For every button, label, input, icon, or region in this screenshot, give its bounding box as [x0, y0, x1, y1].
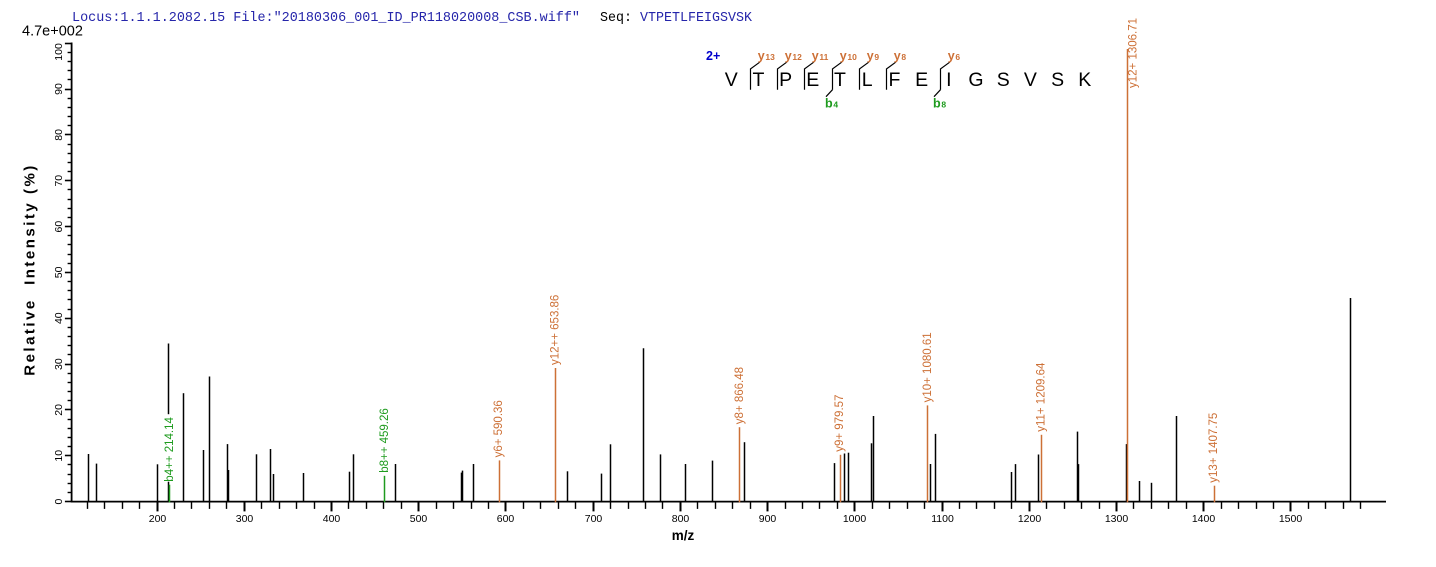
- svg-text:T: T: [834, 69, 846, 91]
- svg-text:y9: y9: [867, 49, 880, 63]
- svg-text:y13+ 1407.75: y13+ 1407.75: [1208, 413, 1220, 483]
- svg-text:0: 0: [53, 499, 65, 505]
- svg-text:y13: y13: [758, 49, 775, 63]
- svg-text:y6: y6: [948, 49, 961, 63]
- svg-text:Relative Intensity (%): Relative Intensity (%): [22, 163, 39, 376]
- svg-text:1500: 1500: [1279, 513, 1303, 525]
- svg-text:S: S: [1051, 69, 1064, 91]
- svg-text:E: E: [915, 69, 928, 91]
- svg-text:500: 500: [410, 513, 428, 525]
- svg-text:y6+ 590.36: y6+ 590.36: [493, 400, 505, 457]
- svg-text:y12: y12: [785, 49, 802, 63]
- svg-text:y10+ 1080.61: y10+ 1080.61: [922, 332, 934, 402]
- svg-text:4.7e+002: 4.7e+002: [22, 24, 83, 40]
- svg-text:Locus:1.1.1.2082.15 File:"2018: Locus:1.1.1.2082.15 File:"20180306_001_I…: [72, 11, 580, 26]
- svg-text:V: V: [1024, 69, 1037, 91]
- svg-text:1100: 1100: [931, 513, 954, 525]
- svg-text:G: G: [968, 69, 983, 91]
- svg-text:1400: 1400: [1192, 513, 1216, 525]
- svg-text:20: 20: [53, 404, 65, 416]
- svg-text:I: I: [946, 69, 951, 91]
- svg-text:L: L: [862, 69, 873, 91]
- svg-text:y8+ 866.48: y8+ 866.48: [734, 367, 746, 424]
- svg-text:b8++ 459.26: b8++ 459.26: [379, 408, 391, 473]
- svg-text:K: K: [1078, 69, 1091, 91]
- svg-text:y8: y8: [894, 49, 907, 63]
- svg-text:V: V: [725, 69, 738, 91]
- svg-text:50: 50: [53, 266, 65, 278]
- svg-text:600: 600: [497, 513, 515, 525]
- svg-text:80: 80: [53, 129, 65, 141]
- svg-text:70: 70: [53, 175, 65, 187]
- svg-text:F: F: [888, 69, 900, 91]
- svg-text:y9+ 979.57: y9+ 979.57: [834, 395, 846, 452]
- svg-text:y12++ 653.86: y12++ 653.86: [549, 295, 561, 365]
- svg-text:90: 90: [53, 83, 65, 95]
- svg-text:y12+ 1306.71: y12+ 1306.71: [1128, 18, 1140, 88]
- svg-text:b4: b4: [825, 96, 838, 110]
- svg-text:y10: y10: [840, 49, 857, 63]
- svg-text:10: 10: [53, 450, 65, 462]
- svg-text:2+: 2+: [706, 49, 720, 63]
- svg-text:40: 40: [53, 312, 65, 324]
- svg-text:1000: 1000: [843, 513, 867, 525]
- svg-text:1200: 1200: [1018, 513, 1042, 525]
- svg-text:b8: b8: [933, 96, 946, 110]
- svg-text:VTPETLFEIGSVSK: VTPETLFEIGSVSK: [640, 11, 753, 26]
- svg-text:30: 30: [53, 358, 65, 370]
- svg-text:60: 60: [53, 221, 65, 233]
- svg-text:E: E: [806, 69, 819, 91]
- svg-text:100: 100: [53, 43, 65, 61]
- svg-text:b4++ 214.14: b4++ 214.14: [164, 417, 176, 482]
- svg-text:300: 300: [236, 513, 254, 525]
- svg-text:y11+ 1209.64: y11+ 1209.64: [1036, 362, 1048, 432]
- svg-text:800: 800: [672, 513, 690, 525]
- svg-text:y11: y11: [812, 49, 829, 63]
- svg-text:Seq:: Seq:: [600, 11, 632, 26]
- svg-text:T: T: [752, 69, 764, 91]
- svg-text:900: 900: [759, 513, 777, 525]
- svg-text:S: S: [997, 69, 1010, 91]
- svg-text:m/z: m/z: [672, 528, 695, 543]
- svg-text:200: 200: [149, 513, 167, 525]
- svg-text:1300: 1300: [1105, 513, 1129, 525]
- svg-text:400: 400: [323, 513, 341, 525]
- svg-text:P: P: [779, 69, 792, 91]
- svg-text:700: 700: [585, 513, 603, 525]
